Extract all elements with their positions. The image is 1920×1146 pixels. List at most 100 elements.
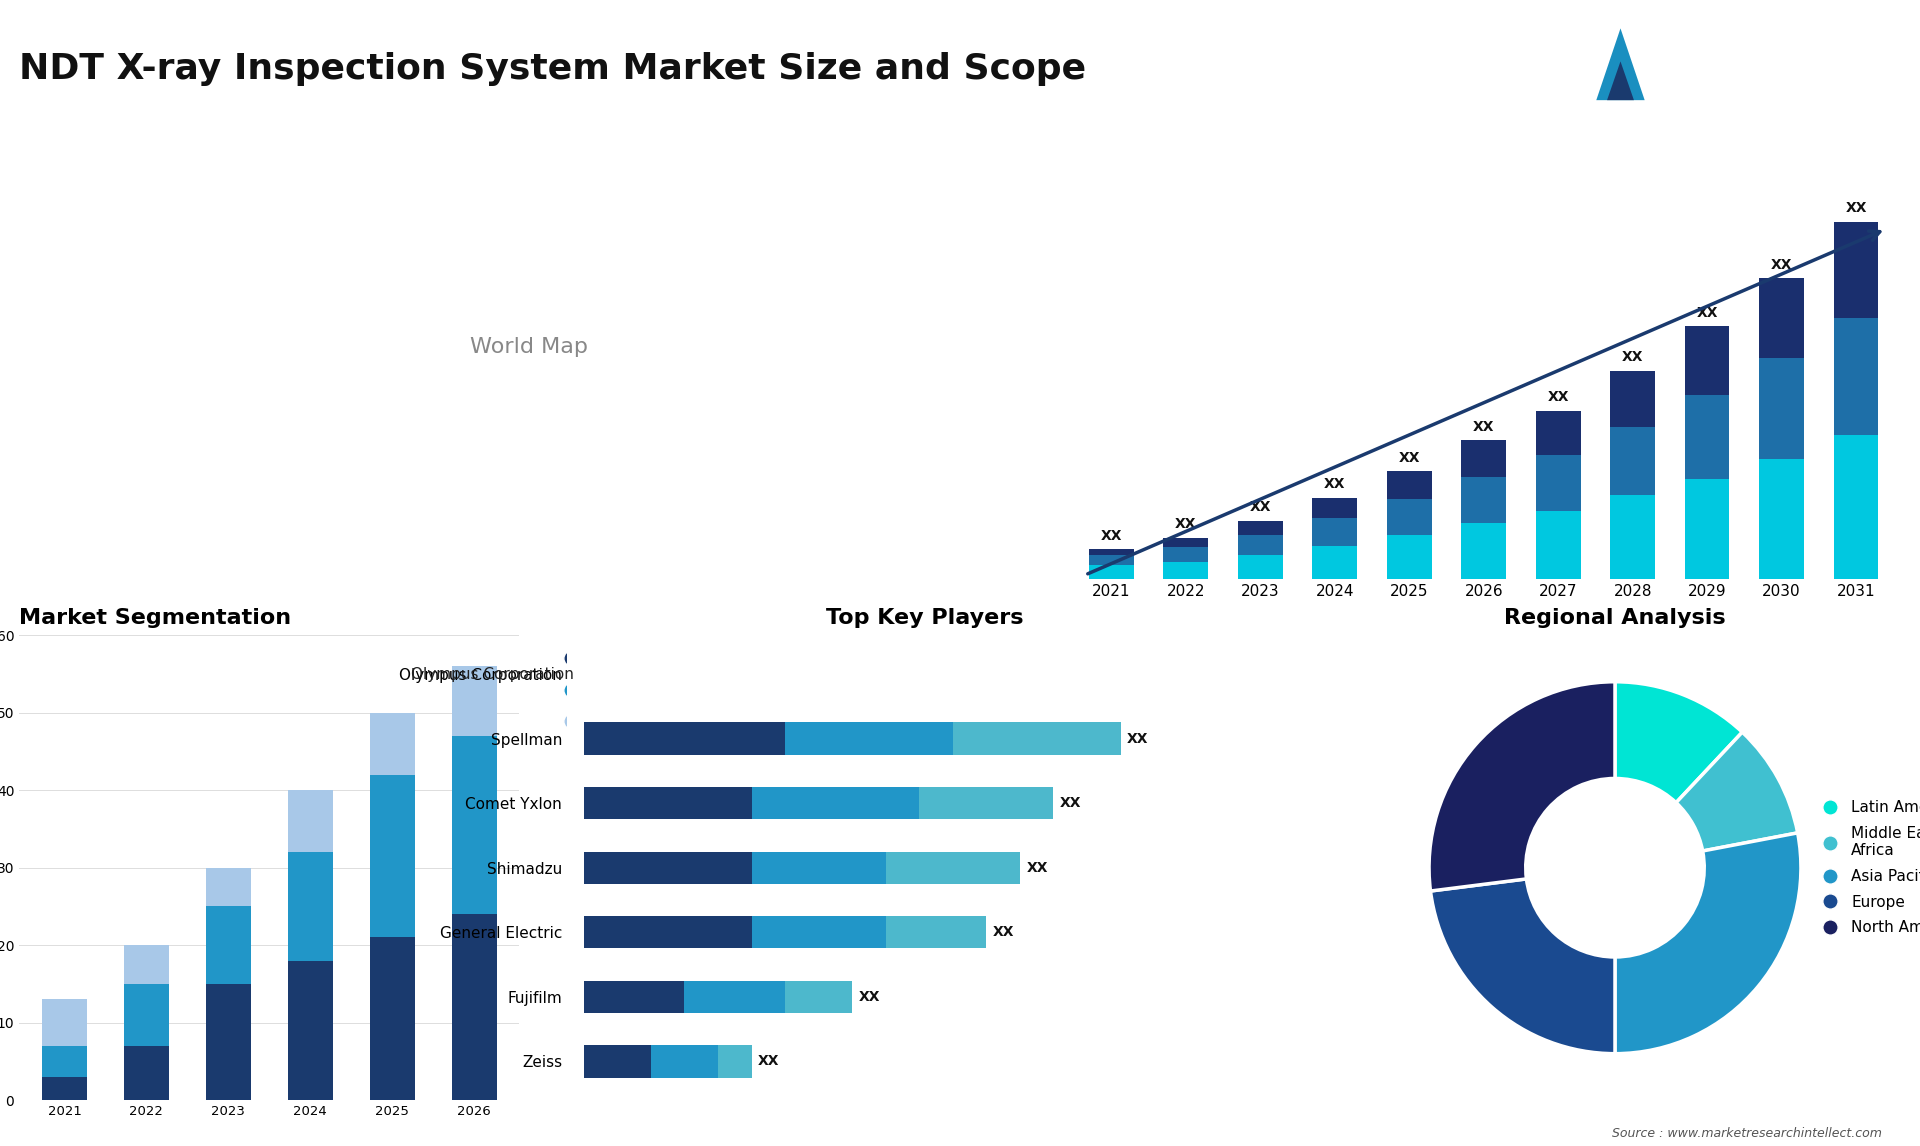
Text: XX: XX — [1175, 517, 1196, 532]
Bar — [1089, 556, 1133, 565]
Wedge shape — [1430, 879, 1615, 1053]
Text: XX: XX — [993, 925, 1014, 940]
Bar — [1164, 562, 1208, 580]
Bar — [584, 916, 751, 949]
Wedge shape — [1615, 833, 1801, 1053]
Bar — [1164, 537, 1208, 548]
Bar — [451, 915, 497, 1100]
Bar — [125, 1046, 169, 1100]
Bar — [785, 981, 852, 1013]
Title: Top Key Players: Top Key Players — [826, 609, 1023, 628]
Bar — [1536, 455, 1580, 511]
Text: Source : www.marketresearchintellect.com: Source : www.marketresearchintellect.com — [1611, 1128, 1882, 1140]
Bar — [42, 1077, 86, 1100]
Bar — [651, 1045, 718, 1077]
Bar — [785, 722, 952, 755]
Bar — [1759, 458, 1805, 580]
Bar — [684, 981, 785, 1013]
Bar — [42, 999, 86, 1046]
Bar — [1536, 511, 1580, 580]
Bar — [751, 916, 885, 949]
Bar — [1313, 545, 1357, 580]
Bar — [1313, 518, 1357, 545]
Bar — [1759, 359, 1805, 458]
Bar — [885, 916, 987, 949]
Bar — [1461, 440, 1505, 477]
Bar — [205, 906, 252, 984]
Bar — [1536, 410, 1580, 455]
Bar — [1611, 370, 1655, 426]
Bar — [1686, 479, 1730, 580]
Bar — [288, 791, 332, 853]
Wedge shape — [1676, 732, 1797, 851]
Bar — [584, 1045, 651, 1077]
Text: XX: XX — [1060, 796, 1081, 810]
Bar — [371, 775, 415, 937]
Text: XX: XX — [1473, 421, 1494, 434]
Text: Market Segmentation: Market Segmentation — [19, 609, 292, 628]
Bar — [1461, 524, 1505, 580]
Bar — [371, 713, 415, 775]
Text: XX: XX — [1622, 351, 1644, 364]
Bar — [1238, 535, 1283, 556]
Bar — [1834, 434, 1878, 580]
Text: XX: XX — [1325, 477, 1346, 492]
Text: XX: XX — [1100, 528, 1121, 542]
Bar — [1611, 426, 1655, 495]
Bar — [1686, 327, 1730, 394]
Wedge shape — [1428, 682, 1615, 892]
Text: XX: XX — [1127, 731, 1148, 746]
Legend: Type, Application, Geography: Type, Application, Geography — [547, 644, 693, 738]
Text: RESEARCH: RESEARCH — [1730, 57, 1805, 70]
Bar — [125, 984, 169, 1046]
Bar — [1834, 222, 1878, 319]
Bar — [1089, 549, 1133, 556]
Bar — [1238, 556, 1283, 580]
Bar — [1834, 319, 1878, 434]
Bar — [1386, 535, 1432, 580]
Bar — [1386, 500, 1432, 535]
Bar — [584, 981, 684, 1013]
Text: XX: XX — [1027, 861, 1048, 874]
Bar — [288, 960, 332, 1100]
Bar — [952, 722, 1121, 755]
Bar — [1759, 278, 1805, 359]
Title: Regional Analysis: Regional Analysis — [1503, 609, 1726, 628]
Legend: Latin America, Middle East &
Africa, Asia Pacific, Europe, North America: Latin America, Middle East & Africa, Asi… — [1809, 794, 1920, 941]
Polygon shape — [1596, 29, 1645, 100]
Text: XX: XX — [1845, 202, 1866, 215]
Bar — [42, 1046, 86, 1077]
Bar — [205, 868, 252, 906]
Text: MARKET: MARKET — [1738, 30, 1797, 42]
Bar — [1089, 565, 1133, 580]
Text: Olympus Corporation: Olympus Corporation — [411, 667, 574, 682]
Bar — [718, 1045, 751, 1077]
Text: XX: XX — [1697, 306, 1718, 320]
Bar — [584, 851, 751, 884]
Bar — [584, 787, 751, 819]
Bar — [1386, 471, 1432, 500]
Bar — [1461, 477, 1505, 524]
Bar — [205, 984, 252, 1100]
Bar — [751, 787, 920, 819]
Bar — [451, 736, 497, 915]
Text: XX: XX — [858, 990, 881, 1004]
Text: INTELLECT: INTELLECT — [1730, 84, 1805, 97]
Text: XX: XX — [758, 1054, 780, 1068]
Bar — [1164, 548, 1208, 562]
Text: XX: XX — [1398, 450, 1421, 464]
Text: NDT X-ray Inspection System Market Size and Scope: NDT X-ray Inspection System Market Size … — [19, 52, 1087, 86]
Text: XX: XX — [1548, 391, 1569, 405]
Polygon shape — [1607, 62, 1634, 100]
Bar — [885, 851, 1020, 884]
Bar — [288, 853, 332, 960]
Text: XX: XX — [1250, 501, 1271, 515]
Bar — [371, 937, 415, 1100]
Bar — [1611, 495, 1655, 580]
Bar — [920, 787, 1054, 819]
Bar — [584, 722, 785, 755]
Bar — [1313, 497, 1357, 518]
Text: XX: XX — [1770, 258, 1793, 272]
Bar — [1238, 520, 1283, 535]
Bar — [751, 851, 885, 884]
